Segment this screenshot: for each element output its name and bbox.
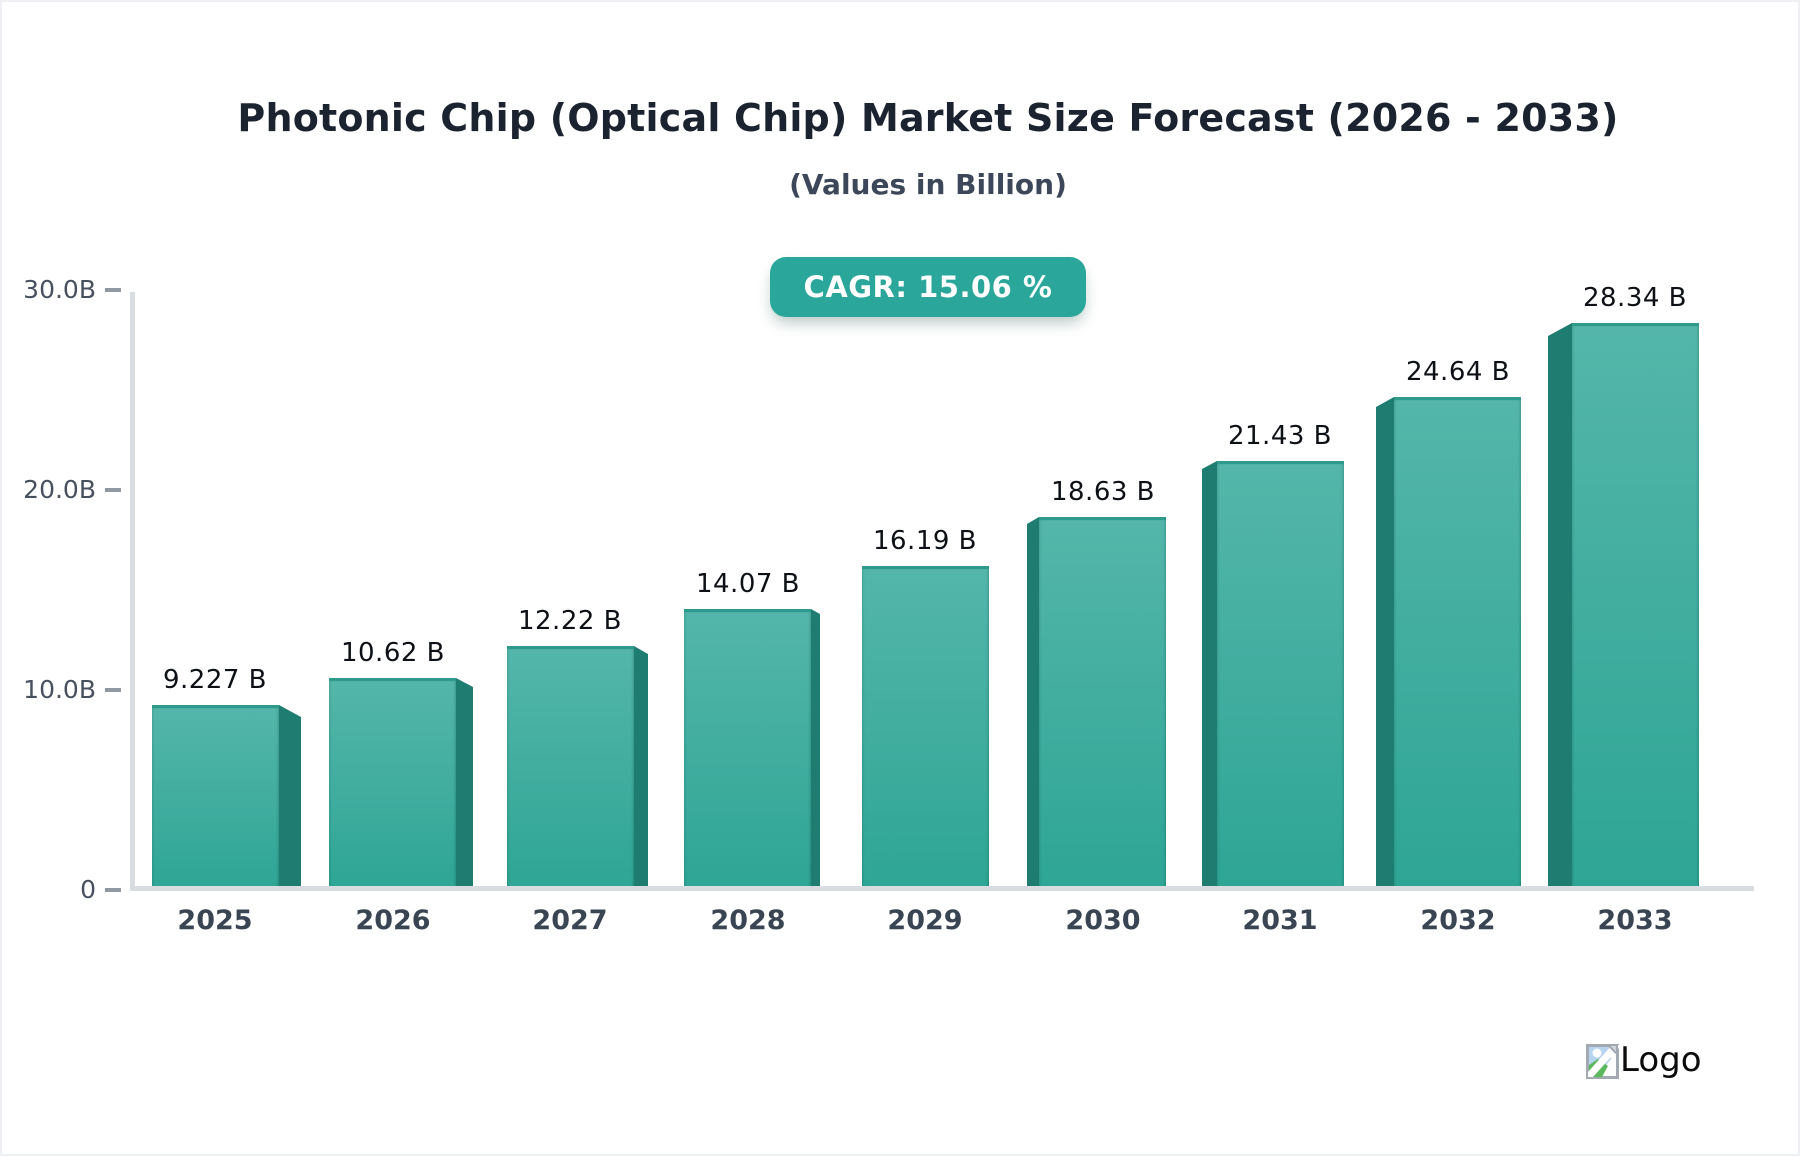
x-axis-label-2025: 2025 xyxy=(177,905,253,936)
bar-value-label: 21.43 B xyxy=(1227,421,1333,451)
x-axis-label-2029: 2029 xyxy=(887,905,963,936)
broken-image-icon xyxy=(1586,1044,1619,1079)
x-axis-label-2027: 2027 xyxy=(532,905,608,936)
bar-2027 xyxy=(507,646,634,890)
bar-value-label: 28.34 B xyxy=(1582,283,1688,313)
x-axis-label-2031: 2031 xyxy=(1242,905,1318,936)
bar-2032 xyxy=(1394,397,1521,890)
y-axis-label: 20.0B xyxy=(23,475,96,504)
y-axis-tick xyxy=(105,488,121,492)
bar-2029 xyxy=(862,566,989,890)
y-axis-line xyxy=(130,292,135,891)
bar-value-label: 10.62 B xyxy=(340,638,446,668)
x-axis-label-2032: 2032 xyxy=(1420,905,1496,936)
bar-value-label: 16.19 B xyxy=(872,526,978,556)
bar-value-label: 12.22 B xyxy=(517,606,623,636)
bar-value-label: 14.07 B xyxy=(695,569,801,599)
x-axis-label-2030: 2030 xyxy=(1065,905,1141,936)
bar-2028 xyxy=(684,609,811,890)
y-axis-label: 0 xyxy=(80,875,96,904)
x-axis-line xyxy=(130,886,1754,891)
bar-side-face xyxy=(279,705,301,890)
bar-side-face xyxy=(456,678,473,890)
bar-side-face xyxy=(1548,323,1572,890)
logo-placeholder: Logo xyxy=(1586,1040,1702,1080)
bar-side-face xyxy=(811,609,820,890)
bar-2033 xyxy=(1572,323,1699,890)
cagr-badge: CAGR: 15.06 % xyxy=(769,257,1087,317)
y-axis-tick xyxy=(105,288,121,292)
x-axis-label-2026: 2026 xyxy=(355,905,431,936)
bar-side-face xyxy=(1027,517,1039,890)
y-axis-label: 10.0B xyxy=(23,675,96,704)
y-axis-label: 30.0B xyxy=(23,275,96,304)
bar-side-face xyxy=(1202,461,1217,890)
bar-2025 xyxy=(152,705,279,890)
y-axis-tick xyxy=(105,888,121,892)
bar-side-face xyxy=(1376,397,1394,890)
chart-title: Photonic Chip (Optical Chip) Market Size… xyxy=(237,96,1619,140)
bar-value-label: 9.227 B xyxy=(162,665,268,695)
bar-side-face xyxy=(634,646,648,890)
cagr-badge-row: CAGR: 15.06 % xyxy=(58,257,1798,317)
bar-2030 xyxy=(1039,517,1166,890)
y-axis-tick xyxy=(105,688,121,692)
chart-subtitle: (Values in Billion) xyxy=(789,168,1067,201)
bar-value-label: 18.63 B xyxy=(1050,477,1156,507)
bar-2026 xyxy=(329,678,456,890)
bar-2031 xyxy=(1217,461,1344,890)
bar-value-label: 24.64 B xyxy=(1405,357,1511,387)
logo-alt-text: Logo xyxy=(1620,1040,1702,1080)
x-axis-label-2033: 2033 xyxy=(1597,905,1673,936)
x-axis-label-2028: 2028 xyxy=(710,905,786,936)
